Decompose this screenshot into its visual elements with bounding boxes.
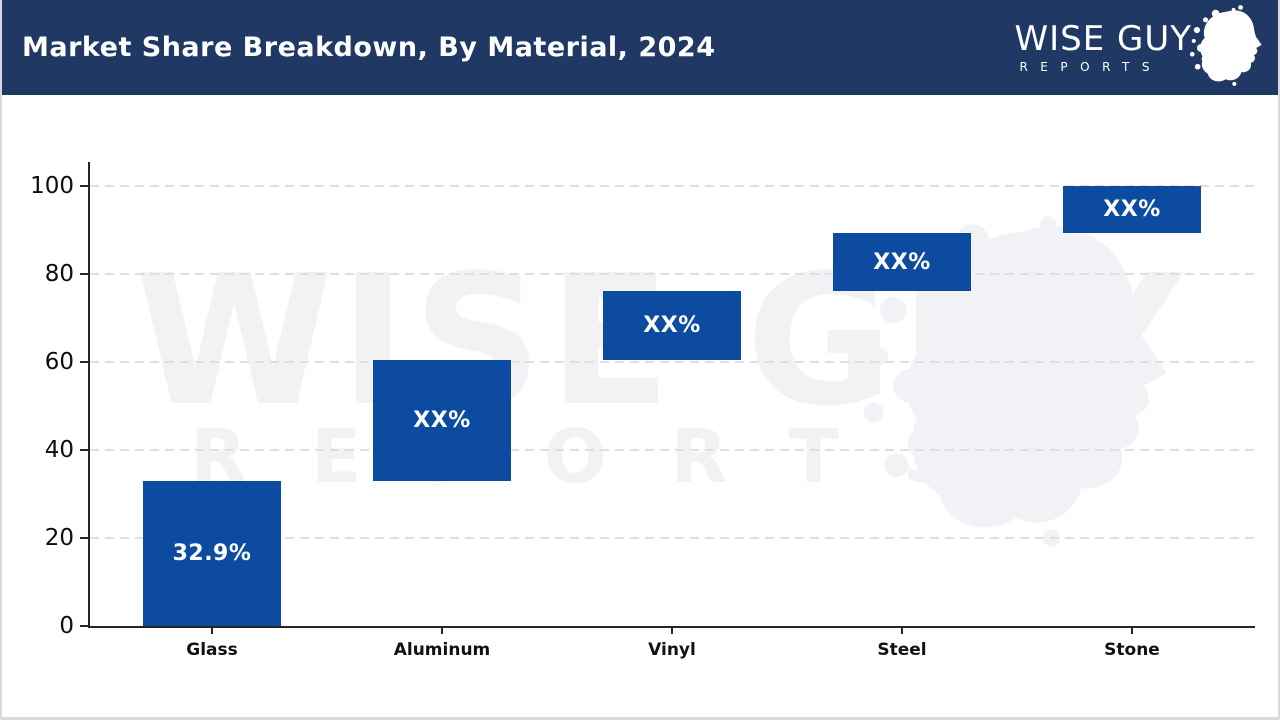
x-axis-tick xyxy=(211,628,213,634)
bar-steel: XX% xyxy=(833,233,971,292)
x-axis-tick xyxy=(441,628,443,634)
bar-value-label: 32.9% xyxy=(172,541,252,567)
header: Market Share Breakdown, By Material, 202… xyxy=(2,0,1278,95)
bar-stone: XX% xyxy=(1063,186,1201,234)
x-category-label: Steel xyxy=(877,640,927,660)
y-axis-tick xyxy=(80,625,88,627)
bar-value-label: XX% xyxy=(873,249,931,275)
x-category-label: Stone xyxy=(1104,640,1160,660)
bar-vinyl: XX% xyxy=(603,291,741,361)
gridline xyxy=(90,449,1255,451)
x-axis-tick xyxy=(671,628,673,634)
brand-name: WISE GUY xyxy=(1014,19,1192,59)
x-category-label: Glass xyxy=(186,640,238,660)
y-tick-label: 80 xyxy=(44,261,74,287)
page-title: Market Share Breakdown, By Material, 202… xyxy=(22,32,716,63)
brand-subtitle: REPORTS xyxy=(1019,60,1162,74)
x-category-label: Vinyl xyxy=(648,640,696,660)
y-tick-label: 40 xyxy=(44,437,74,463)
bar-value-label: XX% xyxy=(413,408,471,434)
bar-value-label: XX% xyxy=(1103,197,1161,223)
y-tick-label: 60 xyxy=(44,349,74,375)
y-tick-label: 0 xyxy=(59,613,74,639)
x-axis-tick xyxy=(901,628,903,634)
y-axis-line xyxy=(88,162,90,628)
x-category-label: Aluminum xyxy=(393,640,491,660)
y-axis-tick xyxy=(80,185,88,187)
y-axis-tick xyxy=(80,361,88,363)
y-tick-label: 20 xyxy=(44,525,74,551)
gridline xyxy=(90,361,1255,363)
y-axis-tick xyxy=(80,449,88,451)
gridline xyxy=(90,537,1255,539)
gridline xyxy=(90,185,1255,187)
y-axis-tick xyxy=(80,273,88,275)
y-tick-label: 100 xyxy=(30,173,74,199)
bar-glass: 32.9% xyxy=(143,481,281,626)
gridline xyxy=(90,273,1255,275)
y-axis-tick xyxy=(80,537,88,539)
x-axis-line xyxy=(88,626,1255,628)
bar-value-label: XX% xyxy=(643,313,701,339)
x-axis-tick xyxy=(1131,628,1133,634)
brand-logo: WISE GUY REPORTS xyxy=(1014,5,1278,91)
bar-aluminum: XX% xyxy=(373,360,511,482)
brand-logo-text: WISE GUY REPORTS xyxy=(1014,22,1192,73)
